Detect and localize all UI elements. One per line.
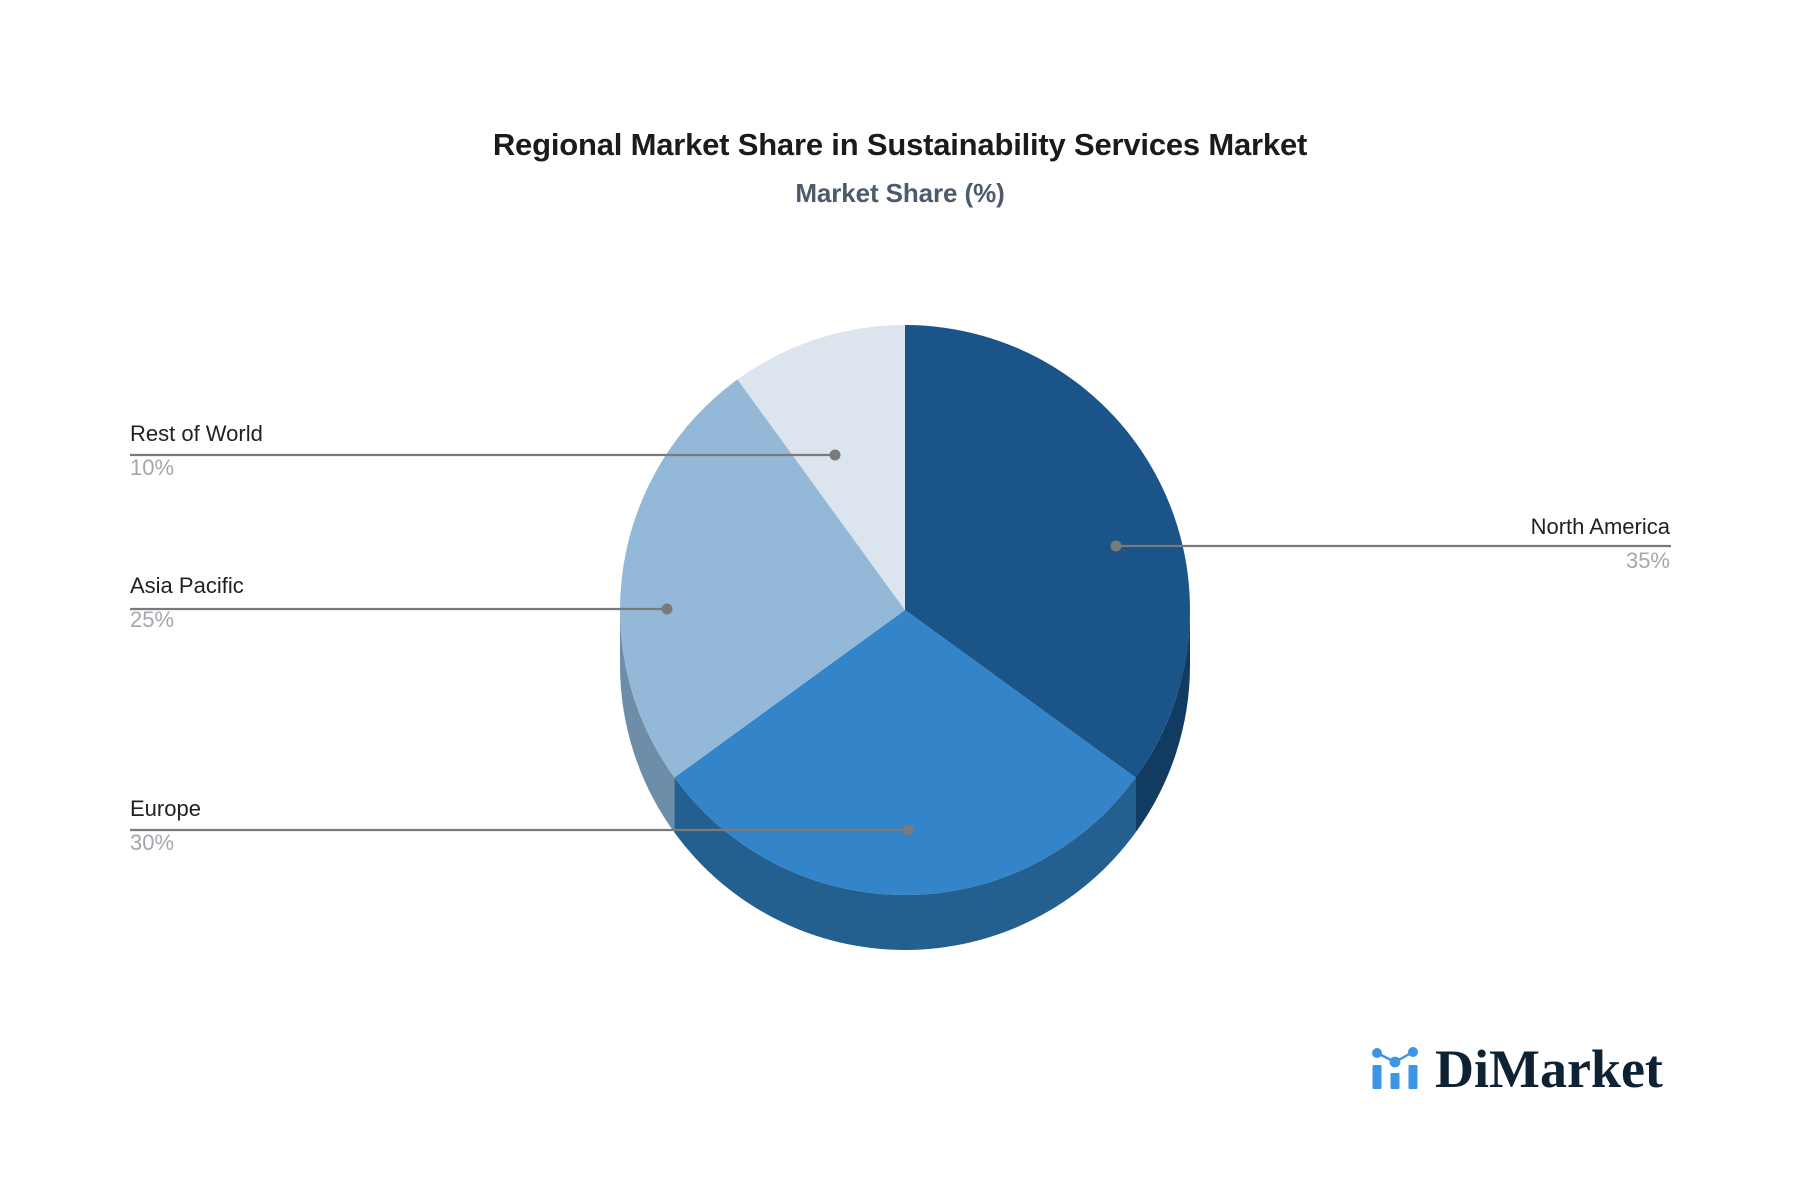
pie-top-faces (619, 325, 1190, 896)
leader-dot-asia-pacific (661, 603, 673, 615)
callout-value-asia-pacific: 25% (130, 606, 175, 632)
pie-depth-walls (620, 610, 1190, 950)
leader-dot-europe (902, 824, 914, 836)
callout-label-europe: Europe (130, 796, 201, 821)
pie-slice-rest-of-world (737, 325, 905, 610)
callout-asia-pacific: Asia Pacific 25% (130, 572, 550, 633)
leader-dot-north-america (1110, 540, 1122, 552)
title-block: Regional Market Share in Sustainability … (0, 127, 1800, 209)
callout-north-america: North America 35% (1250, 513, 1670, 574)
callout-value-rest-of-world: 10% (130, 454, 175, 480)
leader-lines (130, 449, 1671, 836)
brand-logo: DiMarket (1369, 1042, 1663, 1096)
callout-value-europe: 30% (130, 829, 175, 855)
bar-chart-icon (1372, 1047, 1418, 1089)
callout-value-north-america: 35% (1625, 547, 1670, 573)
pie-side-north-america (1135, 610, 1190, 833)
leader-dot-rest-of-world (829, 449, 841, 461)
brand-name: DiMarket (1435, 1039, 1663, 1099)
chart-subtitle: Market Share (%) (795, 178, 1005, 209)
callout-europe: Europe 30% (130, 795, 550, 856)
callout-label-asia-pacific: Asia Pacific (130, 573, 244, 598)
pie-slice-asia-pacific (619, 379, 905, 778)
callout-label-north-america: North America (1530, 514, 1670, 539)
callout-rest-of-world: Rest of World 10% (130, 420, 550, 481)
pie-side-europe (674, 777, 1136, 950)
pie-side-asia-pacific (620, 610, 675, 833)
pie-slice-north-america (905, 325, 1190, 778)
callout-label-rest-of-world: Rest of World (130, 421, 263, 446)
chart-title: Regional Market Share in Sustainability … (492, 127, 1308, 162)
pie-slice-europe (674, 610, 1136, 896)
